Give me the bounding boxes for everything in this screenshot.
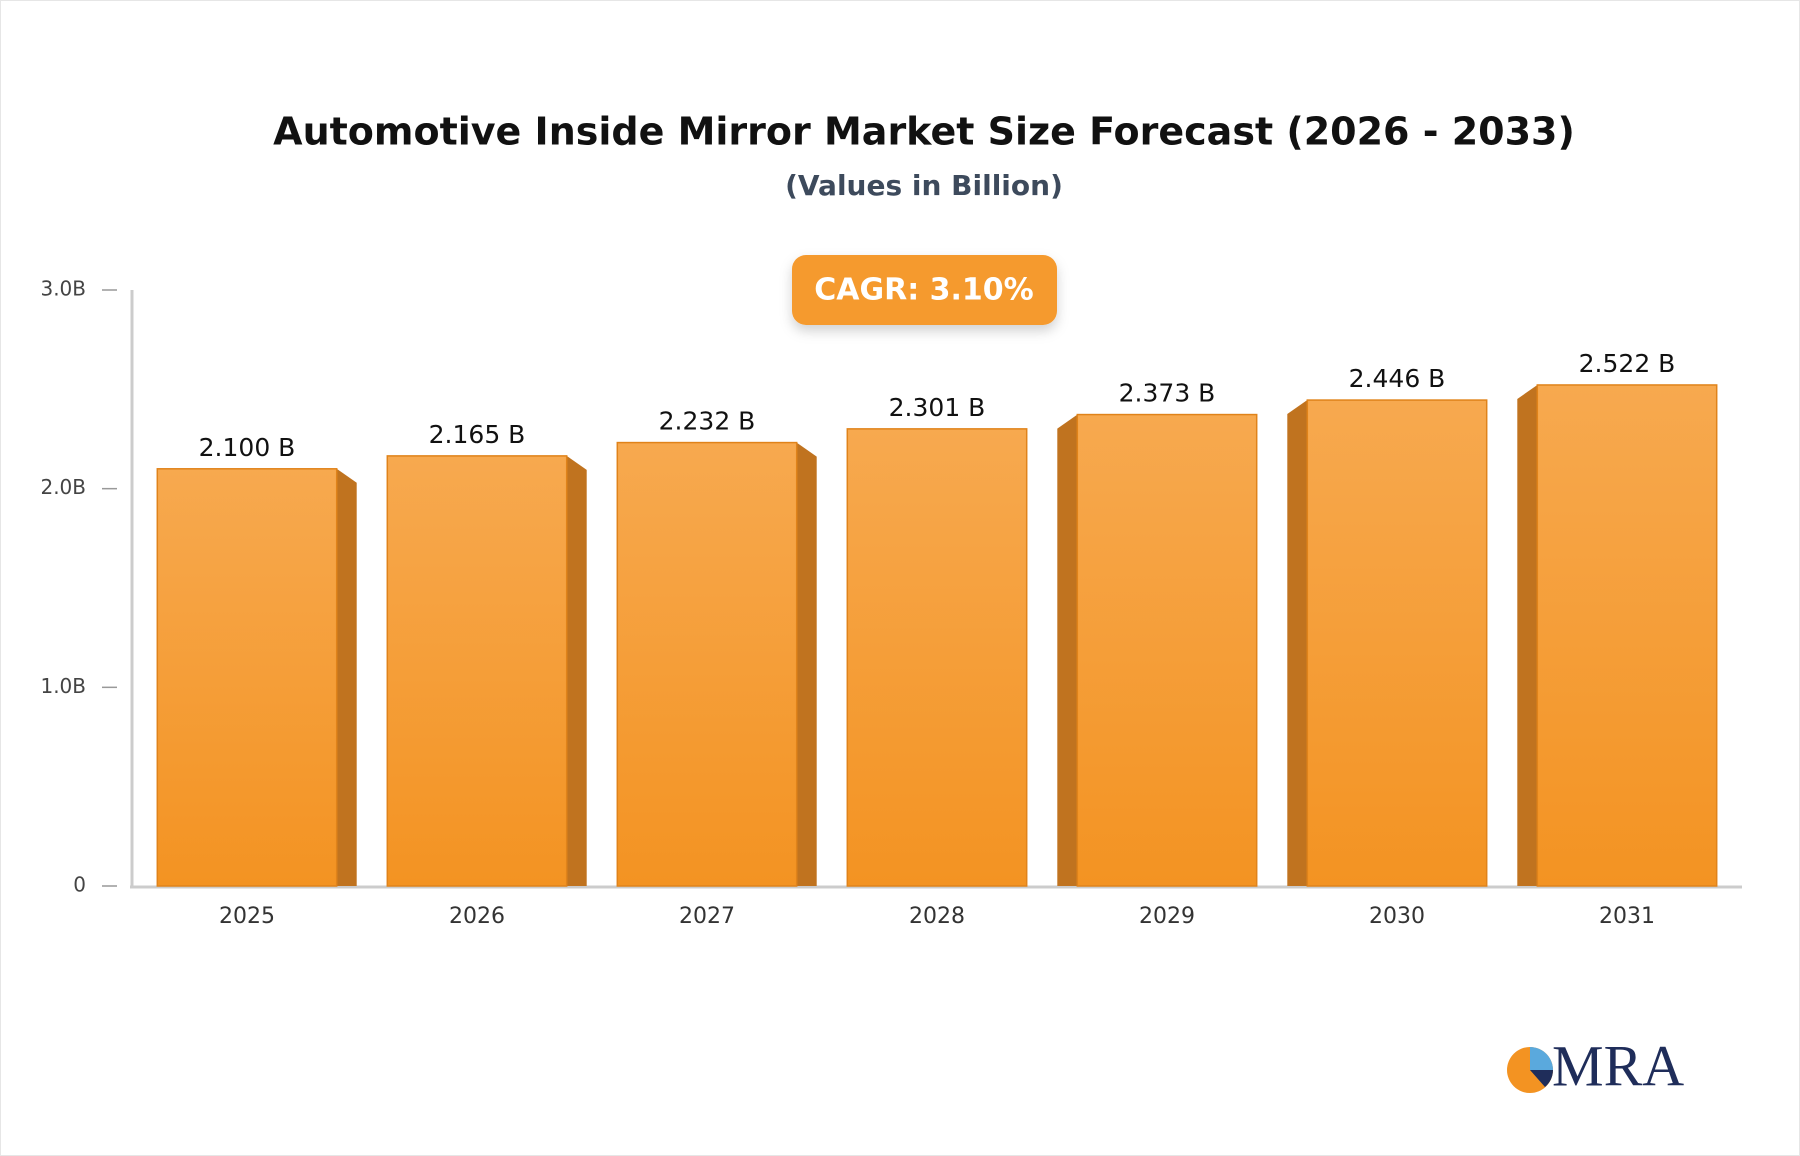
x-tick-label: 2031 [1599, 904, 1655, 929]
y-tick-label: 3.0B [40, 277, 86, 301]
x-tick-label: 2025 [219, 904, 275, 929]
value-label: 2.165 B [429, 420, 526, 449]
bar [1536, 384, 1718, 887]
bar-side [796, 442, 817, 886]
value-label: 2.301 B [889, 393, 986, 422]
x-tick-label: 2030 [1369, 904, 1425, 929]
cagr-label: CAGR: 3.10% [814, 273, 1033, 308]
x-tick-label: 2029 [1139, 904, 1195, 929]
bar [156, 468, 338, 887]
chart-subtitle: (Values in Billion) [785, 169, 1063, 202]
y-tick-label: 1.0B [40, 674, 86, 698]
logo: MRA [1507, 1033, 1684, 1098]
bar [386, 455, 568, 887]
value-label: 2.522 B [1579, 349, 1676, 378]
x-tick-label: 2028 [909, 904, 965, 929]
y-tick-label: 2.0B [40, 475, 86, 499]
value-label: 2.232 B [659, 407, 756, 436]
bar [846, 428, 1028, 887]
cagr-box [792, 255, 1057, 325]
bar-side [1517, 384, 1538, 886]
logo-text: MRA [1552, 1033, 1684, 1098]
value-label: 2.373 B [1119, 379, 1216, 408]
logo-slice [1530, 1070, 1553, 1087]
bar-side [566, 455, 587, 886]
logo-slice [1530, 1047, 1553, 1070]
x-tick-label: 2027 [679, 904, 735, 929]
bar [1076, 413, 1258, 887]
value-label: 2.100 B [199, 433, 296, 462]
x-tick-label: 2026 [449, 904, 505, 929]
bar-side [1057, 414, 1078, 886]
bar [616, 441, 798, 887]
bar-side [336, 468, 357, 886]
cagr-badge: CAGR: 3.10% [792, 255, 1057, 325]
value-label: 2.446 B [1349, 364, 1446, 393]
bar-side [1287, 400, 1308, 886]
y-tick-label: 0 [73, 873, 86, 897]
bar [1306, 399, 1488, 887]
chart-title: Automotive Inside Mirror Market Size For… [273, 110, 1575, 154]
